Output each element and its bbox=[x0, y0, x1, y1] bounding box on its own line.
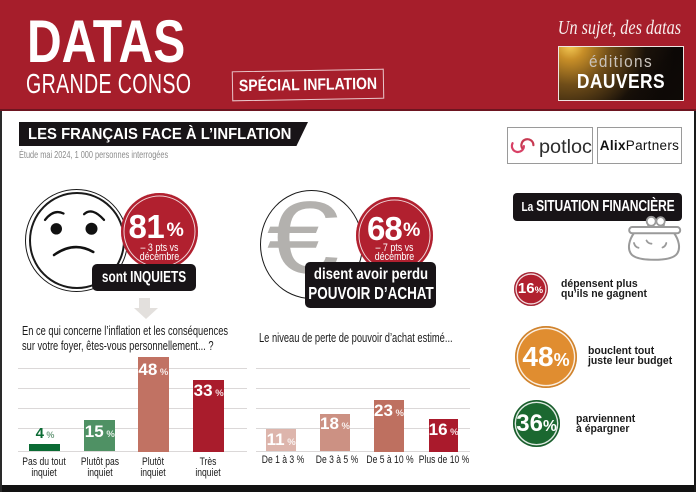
svg-text:potloc: potloc bbox=[539, 136, 592, 158]
